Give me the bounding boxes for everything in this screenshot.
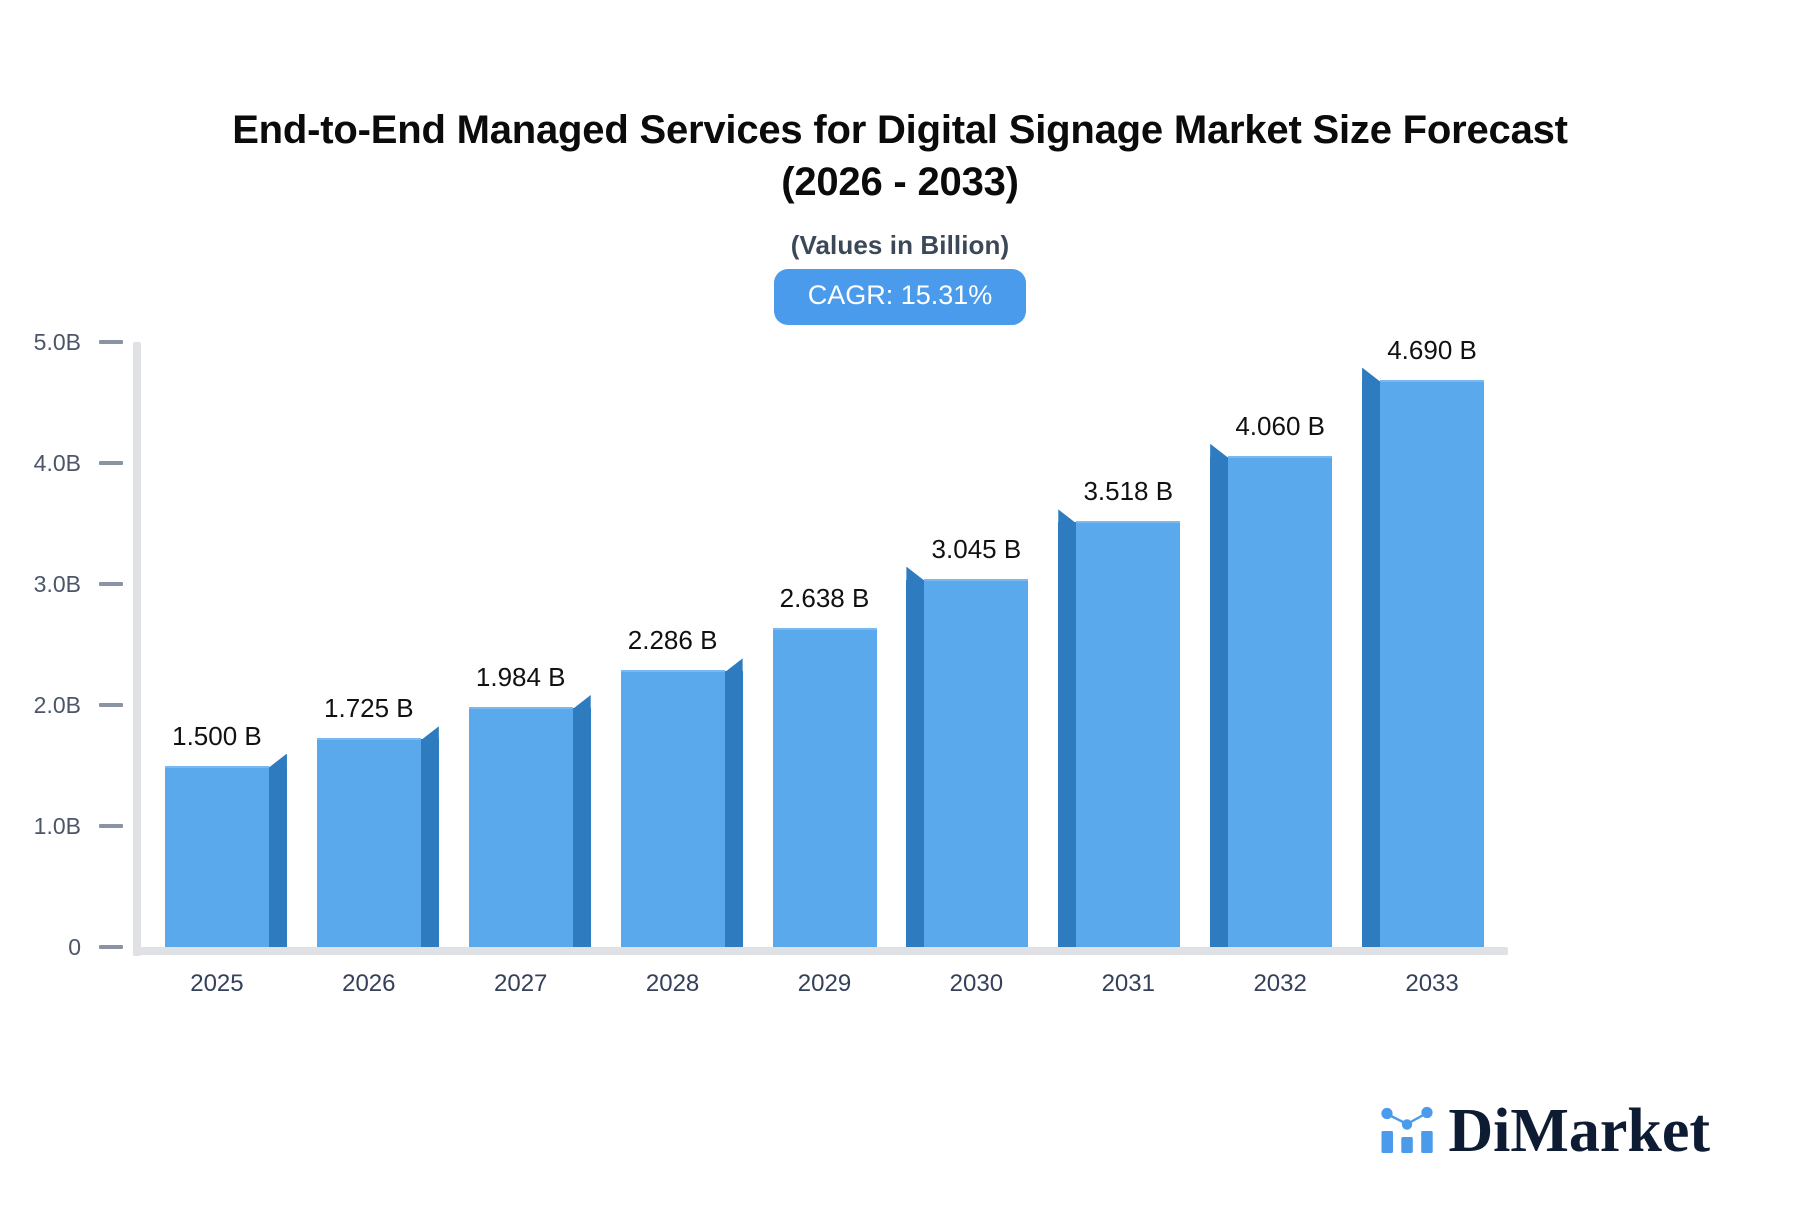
x-axis-line [133, 947, 1508, 955]
brand-name: DiMarket [1448, 1097, 1710, 1165]
bar-side-face [1058, 522, 1077, 947]
bar-value-label: 1.984 B [475, 661, 566, 692]
bar-face[interactable] [620, 670, 725, 947]
y-axis-tick-mark [99, 340, 123, 344]
plot-area: 0 1.0B 2.0B 3.0B 4.0B 5.0B 1.500 B 1.725 B 1.98… [0, 328, 1800, 997]
y-axis-line [133, 342, 141, 956]
y-axis-tick-mark [99, 945, 123, 949]
bar-column[interactable]: 2.286 B [620, 330, 743, 947]
bar-column[interactable]: 1.725 B [316, 330, 439, 947]
x-axis-label: 2030 [949, 970, 1004, 997]
x-axis-label: 2031 [1101, 970, 1155, 997]
bar-value-label: 1.725 B [324, 693, 414, 724]
x-axis-labels: 2025 2026 2027 2028 2029 2030 2031 2032 2033 [141, 970, 1508, 1010]
x-axis-label: 2025 [190, 970, 244, 997]
bar-value-label: 4.690 B [1387, 334, 1477, 365]
x-axis-label: 2033 [1405, 970, 1459, 997]
chart-subtitle: (Values in Billion) [790, 230, 1010, 260]
bar-side-face [1210, 456, 1229, 947]
x-axis-label: 2027 [494, 970, 548, 997]
bar-side-face [268, 766, 287, 947]
bar-side-face [724, 671, 743, 947]
y-axis-tick-mark [99, 824, 123, 828]
brand-logo: DiMarket [1378, 1100, 1710, 1162]
bar-side-face [420, 739, 439, 947]
x-axis-label: 2029 [797, 970, 852, 997]
bar-column[interactable]: 1.500 B [164, 330, 287, 947]
status-badge-cagr: CAGR: 15.31% [773, 269, 1027, 325]
bar-chart-logo-icon [1378, 1104, 1436, 1159]
y-axis-tick-mark [99, 582, 123, 586]
bar-value-label: 3.518 B [1083, 476, 1174, 507]
bar-side-face [906, 579, 925, 947]
cagr-badge-wrap: CAGR: 15.31% [0, 269, 1800, 325]
bar-face[interactable] [468, 706, 573, 947]
bar-face[interactable] [1076, 521, 1181, 947]
chart-header: End-to-End Managed Services for Digital … [0, 0, 1800, 325]
y-axis-tick-mark [99, 461, 123, 465]
x-axis-label: 2032 [1253, 970, 1307, 997]
bar-value-label: 4.060 B [1235, 410, 1325, 441]
bar-side-face [1362, 380, 1381, 947]
bar-column[interactable]: 3.518 B [1058, 330, 1181, 947]
bar-face[interactable] [316, 738, 421, 947]
y-axis-tick-label: 1.0B [33, 812, 81, 839]
x-axis-label: 2026 [342, 970, 396, 997]
bar-column[interactable]: 2.638 B [772, 330, 877, 947]
bar-face[interactable] [1380, 379, 1485, 947]
bar-side-face [572, 707, 591, 947]
bar-face[interactable] [924, 578, 1029, 947]
page-title: End-to-End Managed Services for Digital … [232, 108, 1568, 204]
y-axis-tick-label: 5.0B [33, 328, 81, 355]
bar-series: 1.500 B 1.725 B 1.984 B 2.286 B 2.638 B 3.045… [141, 330, 1508, 947]
bar-column[interactable]: 3.045 B [906, 330, 1029, 947]
bar-face[interactable] [772, 627, 877, 947]
bar-column[interactable]: 1.984 B [468, 330, 591, 947]
y-axis-tick-label: 2.0B [33, 691, 81, 718]
bar-face[interactable] [1228, 455, 1333, 947]
bar-value-label: 1.500 B [172, 720, 262, 751]
y-axis-tick-label: 3.0B [33, 570, 81, 597]
bar-value-label: 3.045 B [931, 533, 1022, 564]
bar-value-label: 2.286 B [627, 625, 718, 656]
bar-column[interactable]: 4.690 B [1362, 330, 1485, 947]
y-axis-tick-mark [99, 703, 123, 707]
y-axis-tick-label: 0 [68, 933, 81, 960]
bar-face[interactable] [164, 765, 269, 947]
y-axis-tick-label: 4.0B [33, 449, 81, 476]
x-axis-label: 2028 [645, 970, 700, 997]
bar-value-label: 2.638 B [779, 582, 870, 613]
bar-column[interactable]: 4.060 B [1210, 330, 1333, 947]
